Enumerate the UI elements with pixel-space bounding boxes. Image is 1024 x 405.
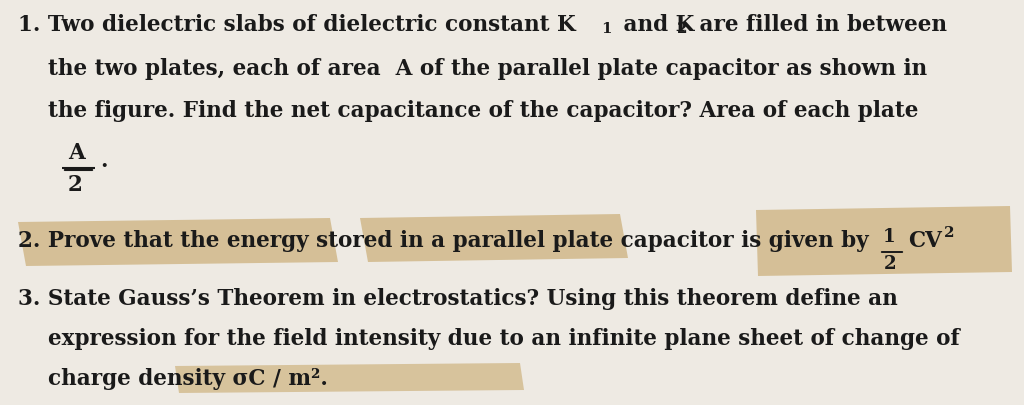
Text: .: . <box>100 150 108 172</box>
Text: are filled in between: are filled in between <box>692 14 947 36</box>
Text: 1: 1 <box>601 22 611 36</box>
Polygon shape <box>756 206 1012 276</box>
Polygon shape <box>360 214 628 262</box>
Text: 3. State Gauss’s Theorem in electrostatics? Using this theorem define an: 3. State Gauss’s Theorem in electrostati… <box>18 288 898 310</box>
Text: A: A <box>68 142 85 164</box>
Text: the two plates, each of area  A of the parallel plate capacitor as shown in: the two plates, each of area A of the pa… <box>18 58 927 80</box>
Text: expression for the field intensity due to an infinite plane sheet of change of: expression for the field intensity due t… <box>18 328 959 350</box>
Polygon shape <box>18 218 338 266</box>
Text: 2: 2 <box>68 174 83 196</box>
Text: and K: and K <box>616 14 694 36</box>
Text: 2: 2 <box>884 255 897 273</box>
Text: 2: 2 <box>677 22 687 36</box>
Polygon shape <box>175 363 524 393</box>
Text: 1. Two dielectric slabs of dielectric constant K: 1. Two dielectric slabs of dielectric co… <box>18 14 575 36</box>
Text: charge density σC / m².: charge density σC / m². <box>18 368 328 390</box>
Text: 2. Prove that the energy stored in a parallel plate capacitor is given by: 2. Prove that the energy stored in a par… <box>18 230 877 252</box>
Text: CV: CV <box>908 230 942 252</box>
Text: 2: 2 <box>944 226 954 240</box>
Text: 1: 1 <box>883 228 896 246</box>
Text: the figure. Find the net capacitance of the capacitor? Area of each plate: the figure. Find the net capacitance of … <box>18 100 919 122</box>
